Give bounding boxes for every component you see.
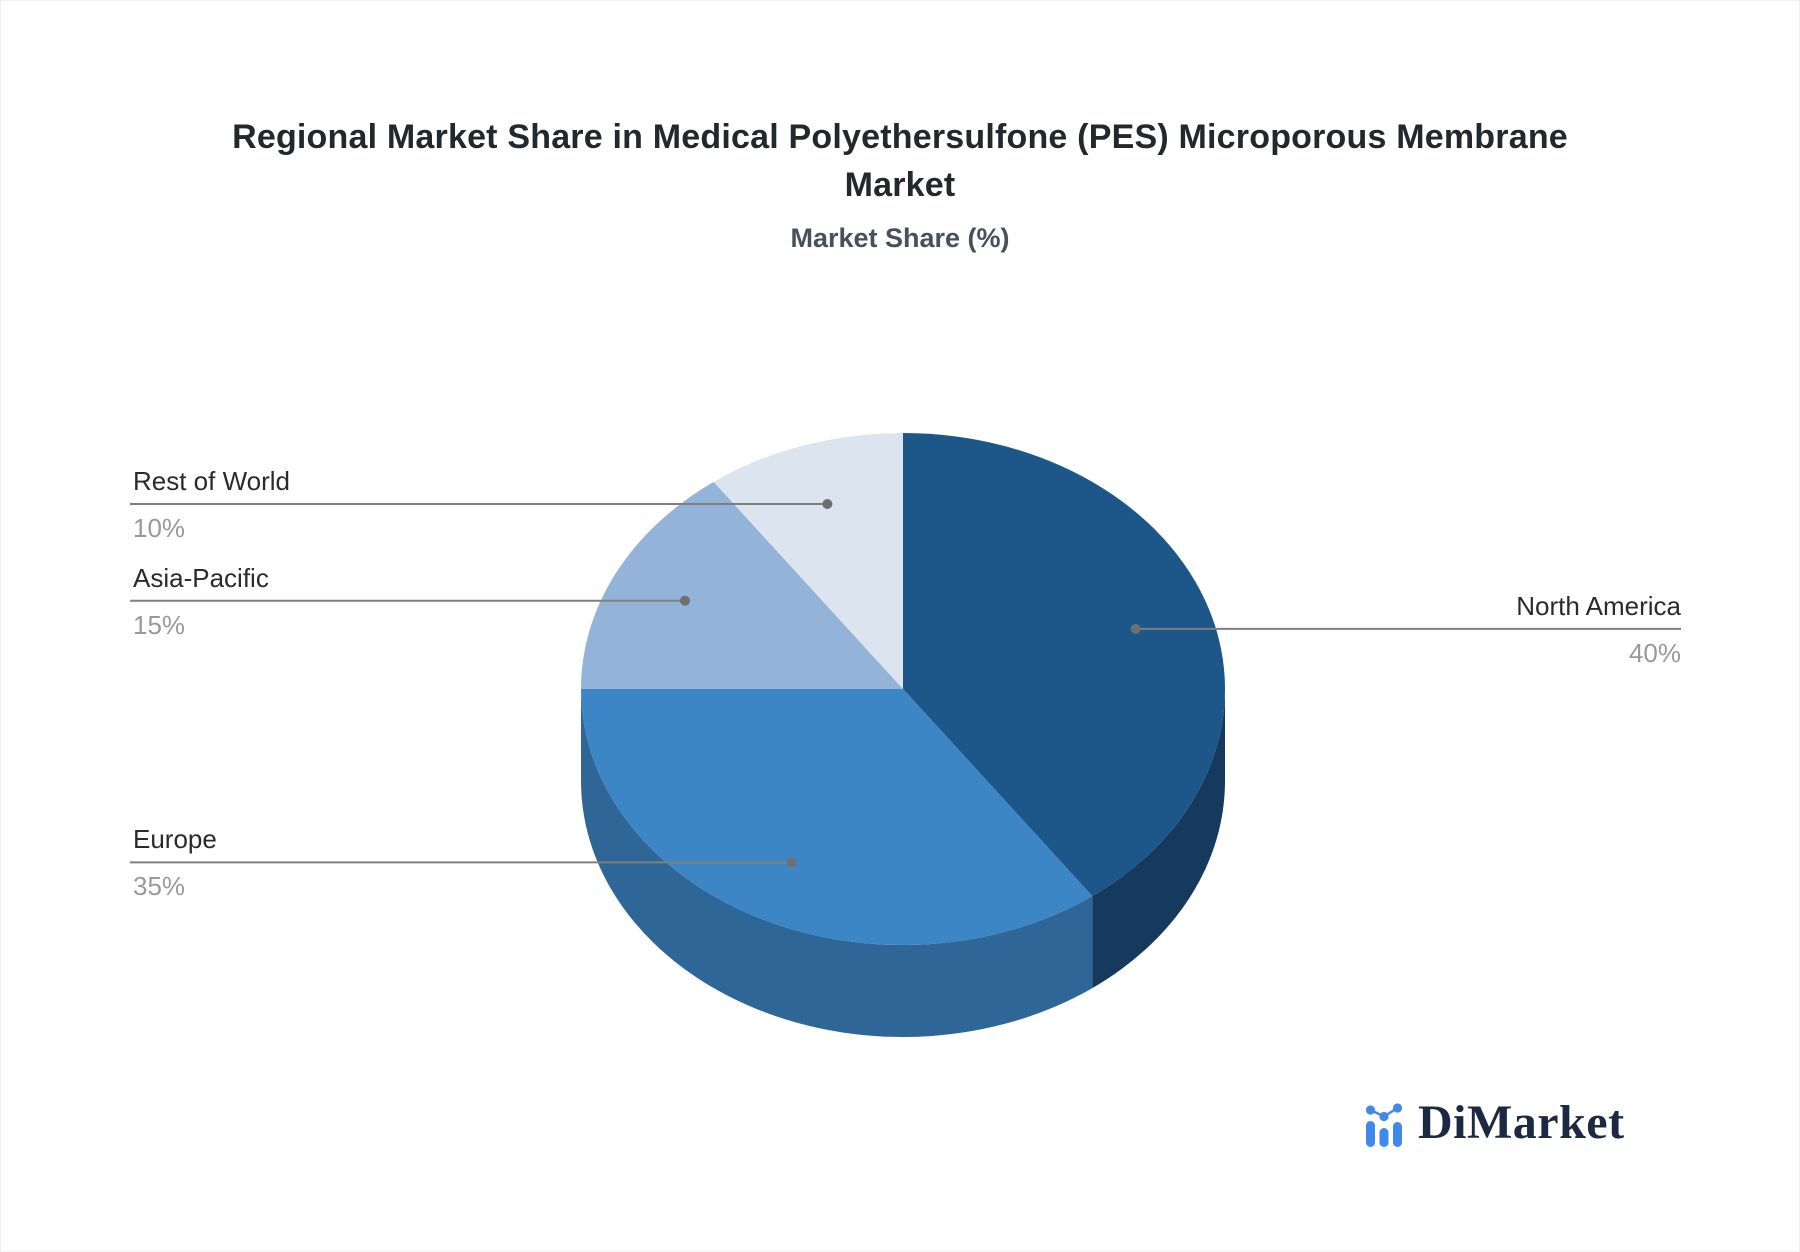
callout-label-europe: Europe [133,824,217,855]
callout-value-north-america: 40% [1628,637,1681,668]
callout-label-rest-of-world: Rest of World [133,465,291,496]
bar-sparkline-icon [1365,1103,1403,1147]
chart-title: Regional Market Share in Medical Polyeth… [1,113,1799,209]
bar [1393,1122,1402,1147]
chart-title-line2: Market [844,166,956,204]
leader-dot-1 [786,857,797,868]
callout-value-asia-pacific: 15% [133,609,186,640]
brand-logo: DiMarket [1364,1099,1625,1147]
callout-label-asia-pacific: Asia-Pacific [133,562,269,593]
pie-slice-rest-of-world [713,433,903,689]
pie-depth-right [1092,689,1225,989]
leader-dot-3 [822,499,833,509]
pie-slice-asia-pacific [581,481,903,689]
leader-dot-2 [680,595,690,606]
callout-value-europe: 35% [133,871,186,902]
bar [1379,1128,1389,1147]
sparkline-dot [1379,1111,1389,1122]
leader-dot-0 [1130,623,1141,634]
callout-label-north-america: North America [1516,590,1681,621]
pie-slice-north-america [903,433,1226,897]
chart-header: Regional Market Share in Medical Polyeth… [1,113,1799,254]
bar [1366,1121,1375,1147]
brand-name: DiMarket [1418,1096,1625,1149]
chart-subtitle: Market Share (%) [790,223,1010,253]
pie-depth-left [581,689,1093,1038]
sparkline-dot [1365,1105,1376,1115]
sparkline-dot [1392,1103,1403,1113]
chart-title-line1: Regional Market Share in Medical Polyeth… [232,118,1568,156]
callout-value-rest-of-world: 10% [133,512,186,543]
pie-slice-europe [581,689,1093,946]
